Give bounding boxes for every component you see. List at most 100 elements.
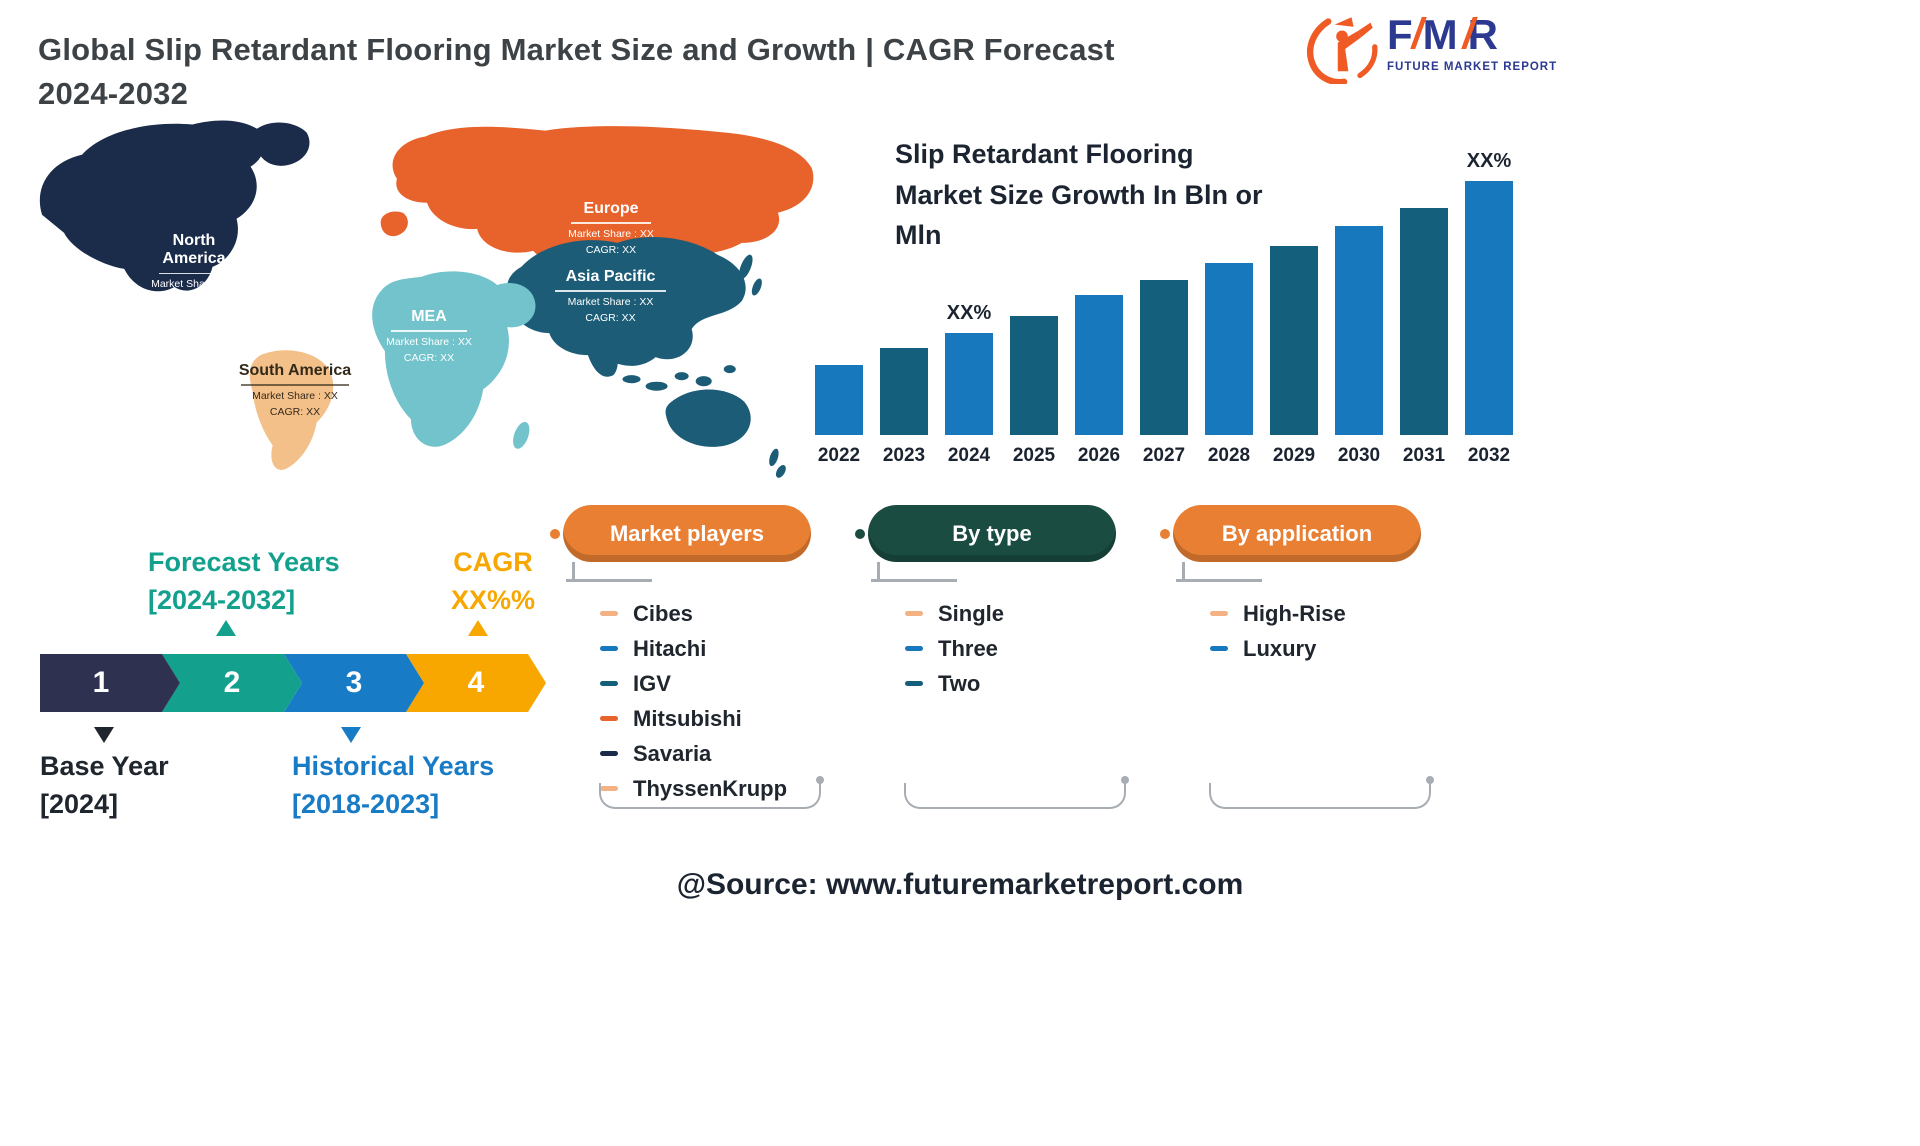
region-share: Market Share : XX (151, 278, 237, 291)
bar-column: 2025 (1010, 316, 1058, 467)
bar-column: 2031 (1400, 208, 1448, 467)
bar-x-label: 2032 (1467, 445, 1511, 466)
page-title-line1: Global Slip Retardant Flooring Market Si… (38, 32, 1115, 67)
bar-x-label: 2028 (1207, 445, 1251, 466)
list-item: Three (905, 635, 1004, 661)
pill-dot-icon (1160, 528, 1170, 539)
historical-arrow-icon (341, 727, 361, 743)
region-divider (159, 272, 229, 275)
list-item: Single (905, 600, 1005, 626)
section-by-type: By type Single Three Two (855, 505, 1130, 820)
map-region-label-asia-pacific: Asia Pacific Market Share : XX CAGR: XX (533, 268, 688, 326)
bar-column: XX% 2024 (945, 302, 993, 467)
region-share: Market Share : XX (568, 227, 654, 240)
section-market-players: Market players Cibes Hitachi IGV Mitsubi… (550, 505, 825, 820)
list-item-label: Hitachi (633, 635, 707, 661)
bullet-dash-icon (600, 681, 618, 686)
list-item-label: Two (938, 670, 981, 696)
region-cagr: CAGR: XX (269, 405, 321, 418)
section-bracket-line (1209, 776, 1434, 809)
forecast-years-text: Forecast Years (148, 547, 340, 577)
fmr-logo: FMR FUTURE MARKET REPORT (1305, 14, 1557, 84)
bracket-dot-icon (816, 776, 824, 784)
base-year-text: Base Year (40, 751, 169, 781)
list-item-label: Three (938, 635, 998, 661)
region-divider (390, 330, 468, 332)
bullet-dash-icon (1210, 611, 1228, 616)
bar-2026 (1075, 295, 1123, 435)
bar-column: 2022 (815, 365, 863, 467)
list-item: Hitachi (600, 635, 787, 661)
bar-2023 (880, 348, 928, 435)
bar-2029 (1270, 246, 1318, 435)
cagr-value: XX%% (450, 584, 536, 615)
region-mea-shape (372, 271, 536, 449)
timeline-segment-2: 2 (162, 654, 302, 712)
page-title: Global Slip Retardant Flooring Market Si… (38, 28, 1298, 116)
bar-x-label: 2022 (817, 445, 861, 466)
bar-x-label: 2026 (1077, 445, 1121, 466)
connector-line (877, 562, 880, 581)
list-item: Savaria (600, 740, 787, 766)
years-timeline: 1 2 3 4 (40, 654, 528, 712)
region-divider (571, 222, 651, 224)
list-item: Cibes (600, 601, 787, 626)
region-north-america-shape (39, 120, 310, 292)
connector-line (566, 579, 652, 582)
region-europe-shape (380, 126, 814, 272)
source-text: @Source: www.futuremarketreport.com (676, 868, 1244, 901)
list-item-label: Single (938, 600, 1005, 626)
base-year-arrow-icon (94, 727, 114, 743)
bracket-dot-icon (1121, 776, 1129, 784)
market-players-list: Cibes Hitachi IGV Mitsubishi Savaria Thy… (600, 601, 788, 801)
list-item-label: Savaria (633, 740, 712, 766)
list-item-label: IGV (633, 670, 671, 696)
bar-x-label: 2024 (947, 445, 991, 466)
region-name: South America (238, 362, 352, 379)
bullet-dash-icon (905, 611, 923, 616)
list-item: High-Rise (1210, 601, 1346, 626)
list-item: IGV (600, 670, 787, 696)
bar-2032 (1465, 181, 1513, 435)
map-region-label-mea: MEA Market Share : XX CAGR: XX (376, 308, 482, 366)
list-item: Luxury (1210, 636, 1346, 661)
timeline-segment-4: 4 (406, 654, 546, 712)
bar-2025 (1010, 316, 1058, 435)
timeline-segment-1: 1 (40, 654, 180, 712)
historical-years-range: [2018-2023] (292, 788, 440, 819)
region-name: MEA (411, 308, 447, 325)
section-bracket-line (599, 776, 824, 809)
bar-2030 (1335, 226, 1383, 435)
fmr-logo-wordmark: FMR (1387, 11, 1508, 58)
bar-column: 2023 (880, 348, 928, 467)
connector-line (1182, 562, 1185, 581)
bar-2028 (1205, 263, 1253, 435)
cagr-text: CAGR (453, 547, 533, 577)
base-year-label: Base Year [2024] (40, 748, 169, 824)
by-type-header: By type (855, 505, 1116, 562)
region-cagr: CAGR: XX (168, 294, 220, 307)
list-item-label: ThyssenKrupp (633, 775, 788, 801)
pill-dot-icon (855, 528, 865, 539)
bar-column: 2027 (1140, 280, 1188, 467)
bullet-dash-icon (600, 716, 618, 721)
page-title-line2: 2024-2032 (38, 76, 189, 112)
bar-2027 (1140, 280, 1188, 435)
world-map: North America Market Share : XX CAGR: XX… (28, 116, 820, 488)
bullet-dash-icon (905, 681, 923, 686)
region-divider (554, 290, 667, 292)
timeline-segment-3: 3 (284, 654, 424, 712)
region-cagr: CAGR: XX (585, 243, 637, 256)
region-share: Market Share : XX (567, 295, 654, 308)
cagr-arrow-icon (468, 620, 488, 636)
forecast-years-range: [2024-2032] (148, 584, 296, 615)
forecast-years-label: Forecast Years [2024-2032] (148, 544, 340, 620)
region-name: Europe (583, 200, 639, 217)
world-map-svg (39, 120, 814, 478)
by-application-title: By application (1221, 520, 1373, 546)
segment-number: 1 (92, 666, 110, 699)
forecast-arrow-icon (216, 620, 236, 636)
section-by-application: By application High-Rise Luxury (1160, 505, 1435, 820)
bar-column: XX% 2032 (1465, 150, 1513, 467)
